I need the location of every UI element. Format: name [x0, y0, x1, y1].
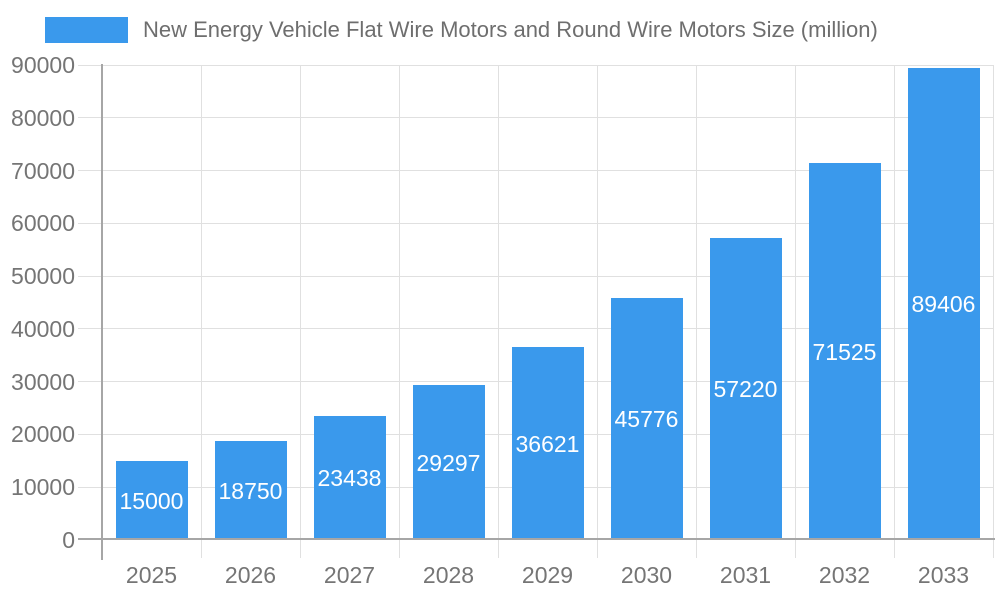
y-axis-tick-label: 80000 — [11, 104, 75, 131]
y-axis-tick-label: 0 — [62, 527, 75, 553]
bar-value-label: 89406 — [911, 291, 976, 317]
x-axis-tick-label: 2027 — [323, 562, 376, 588]
x-gridline — [695, 65, 697, 558]
y-gridline — [78, 170, 993, 172]
bar — [511, 347, 584, 540]
bar-value-label: 23438 — [317, 465, 382, 491]
x-axis-tick-label: 2032 — [818, 562, 871, 588]
bar — [907, 68, 980, 540]
bar-value-label: 71525 — [812, 338, 877, 365]
bar — [709, 238, 782, 540]
y-axis-tick-label: 60000 — [11, 210, 75, 237]
y-axis-tick-label: 30000 — [11, 368, 75, 395]
x-gridline — [992, 65, 994, 558]
y-gridline — [78, 222, 993, 224]
x-gridline — [497, 65, 499, 558]
legend-label: New Energy Vehicle Flat Wire Motors and … — [143, 17, 878, 42]
bar-value-label: 36621 — [515, 430, 580, 457]
y-gridline — [78, 117, 993, 119]
y-axis-tick-label: 50000 — [11, 263, 75, 290]
bar-value-label: 15000 — [119, 487, 184, 514]
x-axis-tick-label: 2031 — [719, 562, 772, 588]
y-gridline — [78, 328, 993, 330]
bar-value-label: 29297 — [416, 449, 481, 476]
y-gridline — [78, 64, 993, 66]
bar-value-label: 57220 — [713, 376, 778, 402]
bar — [808, 163, 881, 540]
y-axis-line — [101, 64, 103, 560]
x-gridline — [596, 65, 598, 558]
bar — [115, 461, 188, 540]
y-axis-tick-label: 90000 — [11, 52, 75, 78]
bar — [412, 385, 485, 540]
y-gridline — [78, 275, 993, 277]
y-axis-tick-label: 20000 — [11, 421, 75, 448]
x-gridline — [398, 65, 400, 558]
legend-swatch — [45, 17, 128, 43]
x-gridline — [893, 65, 895, 558]
x-axis-tick-label: 2033 — [917, 562, 970, 588]
y-axis-tick-label: 10000 — [11, 474, 75, 501]
bar — [313, 416, 386, 540]
y-axis-tick-label: 70000 — [11, 157, 75, 184]
bar-value-label: 18750 — [218, 477, 283, 504]
x-gridline — [794, 65, 796, 558]
y-axis-tick-label: 40000 — [11, 315, 75, 342]
x-axis-tick-label: 2029 — [521, 562, 574, 588]
x-axis-tick-label: 2030 — [620, 562, 673, 588]
legend: New Energy Vehicle Flat Wire Motors and … — [45, 17, 878, 43]
bar — [610, 298, 683, 540]
x-gridline — [200, 65, 202, 558]
x-axis-line — [78, 538, 995, 540]
x-axis-tick-label: 2028 — [422, 562, 475, 588]
bar — [214, 441, 287, 540]
bar-value-label: 45776 — [614, 406, 679, 432]
x-axis-tick-label: 2025 — [125, 562, 178, 588]
x-gridline — [299, 65, 301, 558]
x-axis-tick-label: 2026 — [224, 562, 277, 588]
